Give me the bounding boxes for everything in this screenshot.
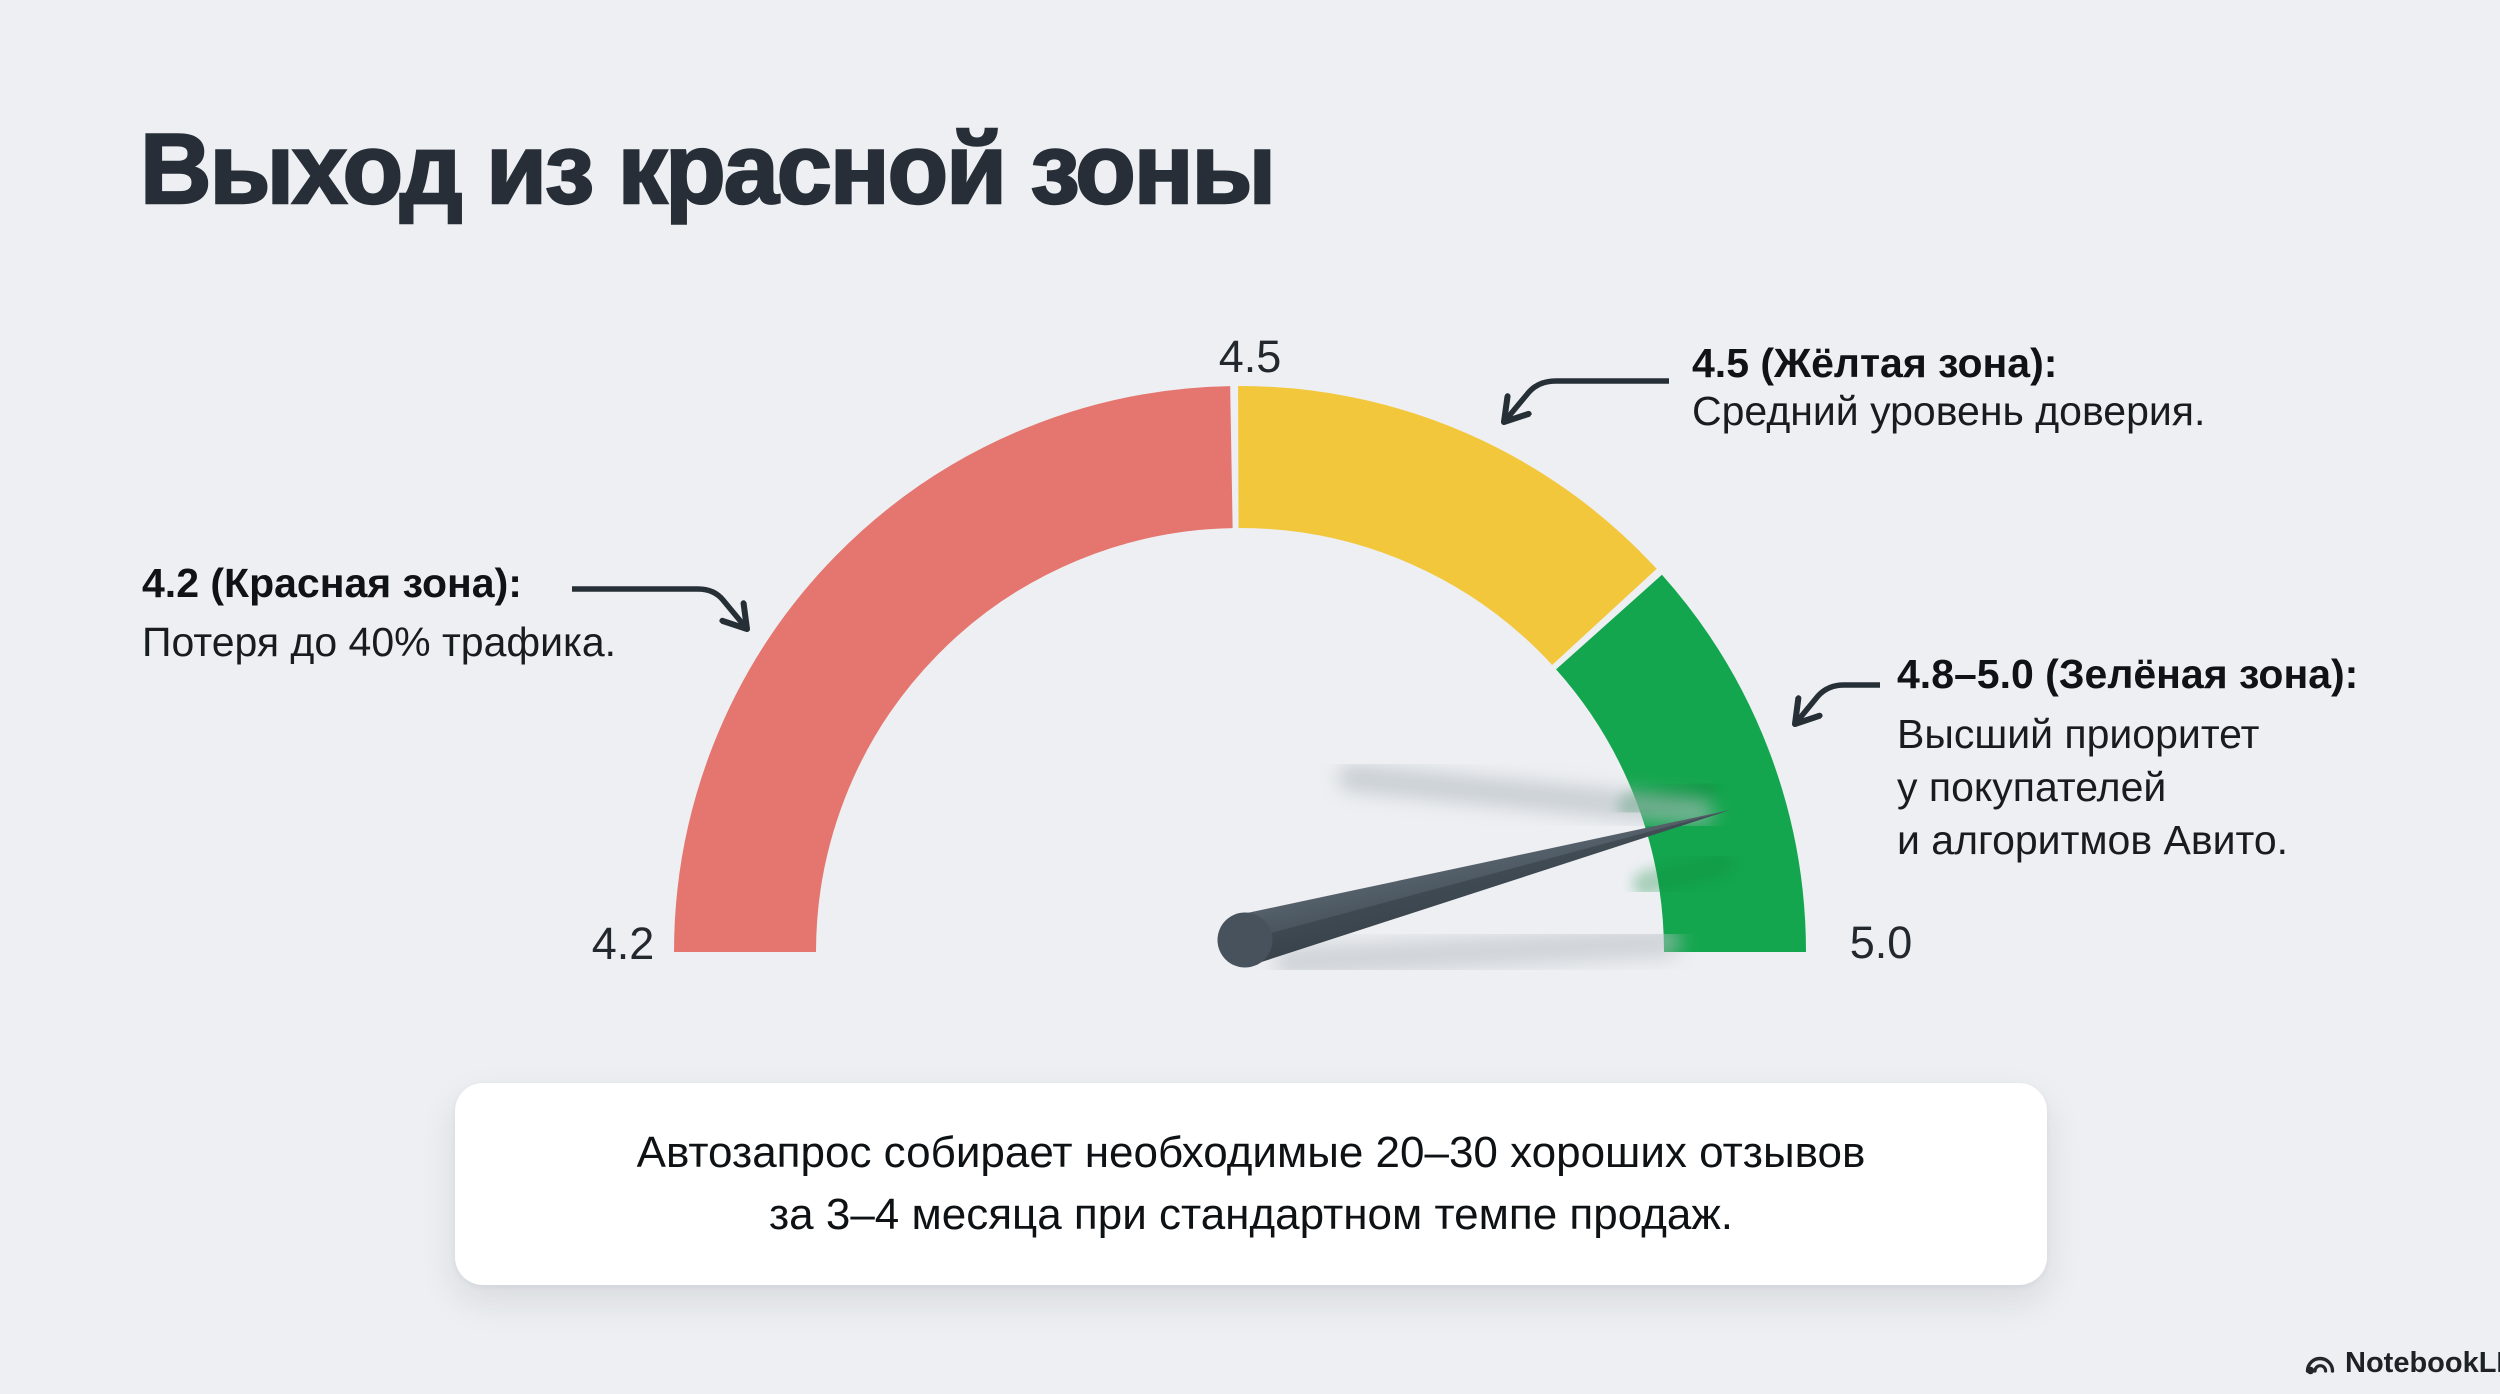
arrow-to-yellow-zone xyxy=(1504,378,1669,422)
annotation-yellow-body: Средний уровень доверия. xyxy=(1692,388,2206,434)
gauge-zone-red xyxy=(674,386,1234,953)
gauge-tick-5-0: 5.0 xyxy=(1849,917,1913,968)
annotation-green-zone: 4.8–5.0 (Зелёная зона): Высший приоритет… xyxy=(1897,650,2358,867)
gauge-needle-hub xyxy=(1217,912,1273,968)
annotation-yellow-title: 4.5 (Жёлтая зона): xyxy=(1692,340,2058,386)
annotation-green-line: у покупателей xyxy=(1897,764,2167,810)
needle-motion-blur xyxy=(1338,764,1714,826)
arrow-to-red-zone xyxy=(572,586,747,629)
gauge-zone-green xyxy=(1555,574,1806,953)
gauge-tick-4-2: 4.2 xyxy=(591,918,655,969)
needle-trail-on-green xyxy=(1633,851,1735,897)
annotation-green-line: Высший приоритет xyxy=(1897,711,2260,757)
gauge-needle-shade xyxy=(1245,810,1730,966)
callout-line-2: за 3–4 месяца при стандартном темпе прод… xyxy=(768,1190,1734,1239)
annotation-green-line: и алгоритмов Авито. xyxy=(1897,817,2289,863)
gauge-tick-4-5: 4.5 xyxy=(1218,331,1282,382)
annotation-red-body: Потеря до 40% трафика. xyxy=(142,619,617,665)
page-title: Выход из красной зоны xyxy=(139,112,1277,225)
watermark-label: NotebookLM xyxy=(2345,1347,2500,1379)
annotation-green-title: 4.8–5.0 (Зелёная зона): xyxy=(1897,651,2359,697)
annotation-yellow-zone: 4.5 (Жёлтая зона): Средний уровень довер… xyxy=(1692,339,2205,435)
needle-motion-blur xyxy=(1274,926,1681,978)
notebooklm-logo-icon xyxy=(2305,1356,2335,1374)
callout-card: Автозапрос собирает необходимые 20–30 хо… xyxy=(455,1083,2047,1285)
callout-line-1: Автозапрос собирает необходимые 20–30 хо… xyxy=(636,1128,1866,1177)
gauge-zone-yellow xyxy=(1237,385,1657,666)
arrow-to-green-zone xyxy=(1795,682,1880,724)
annotation-green-body: Высший приоритет у покупателей и алгорит… xyxy=(1897,708,2358,867)
annotation-red-zone: 4.2 (Красная зона): Потеря до 40% трафик… xyxy=(142,554,616,672)
watermark: NotebookLM xyxy=(2304,1347,2500,1380)
annotation-red-title: 4.2 (Красная зона): xyxy=(142,560,522,606)
